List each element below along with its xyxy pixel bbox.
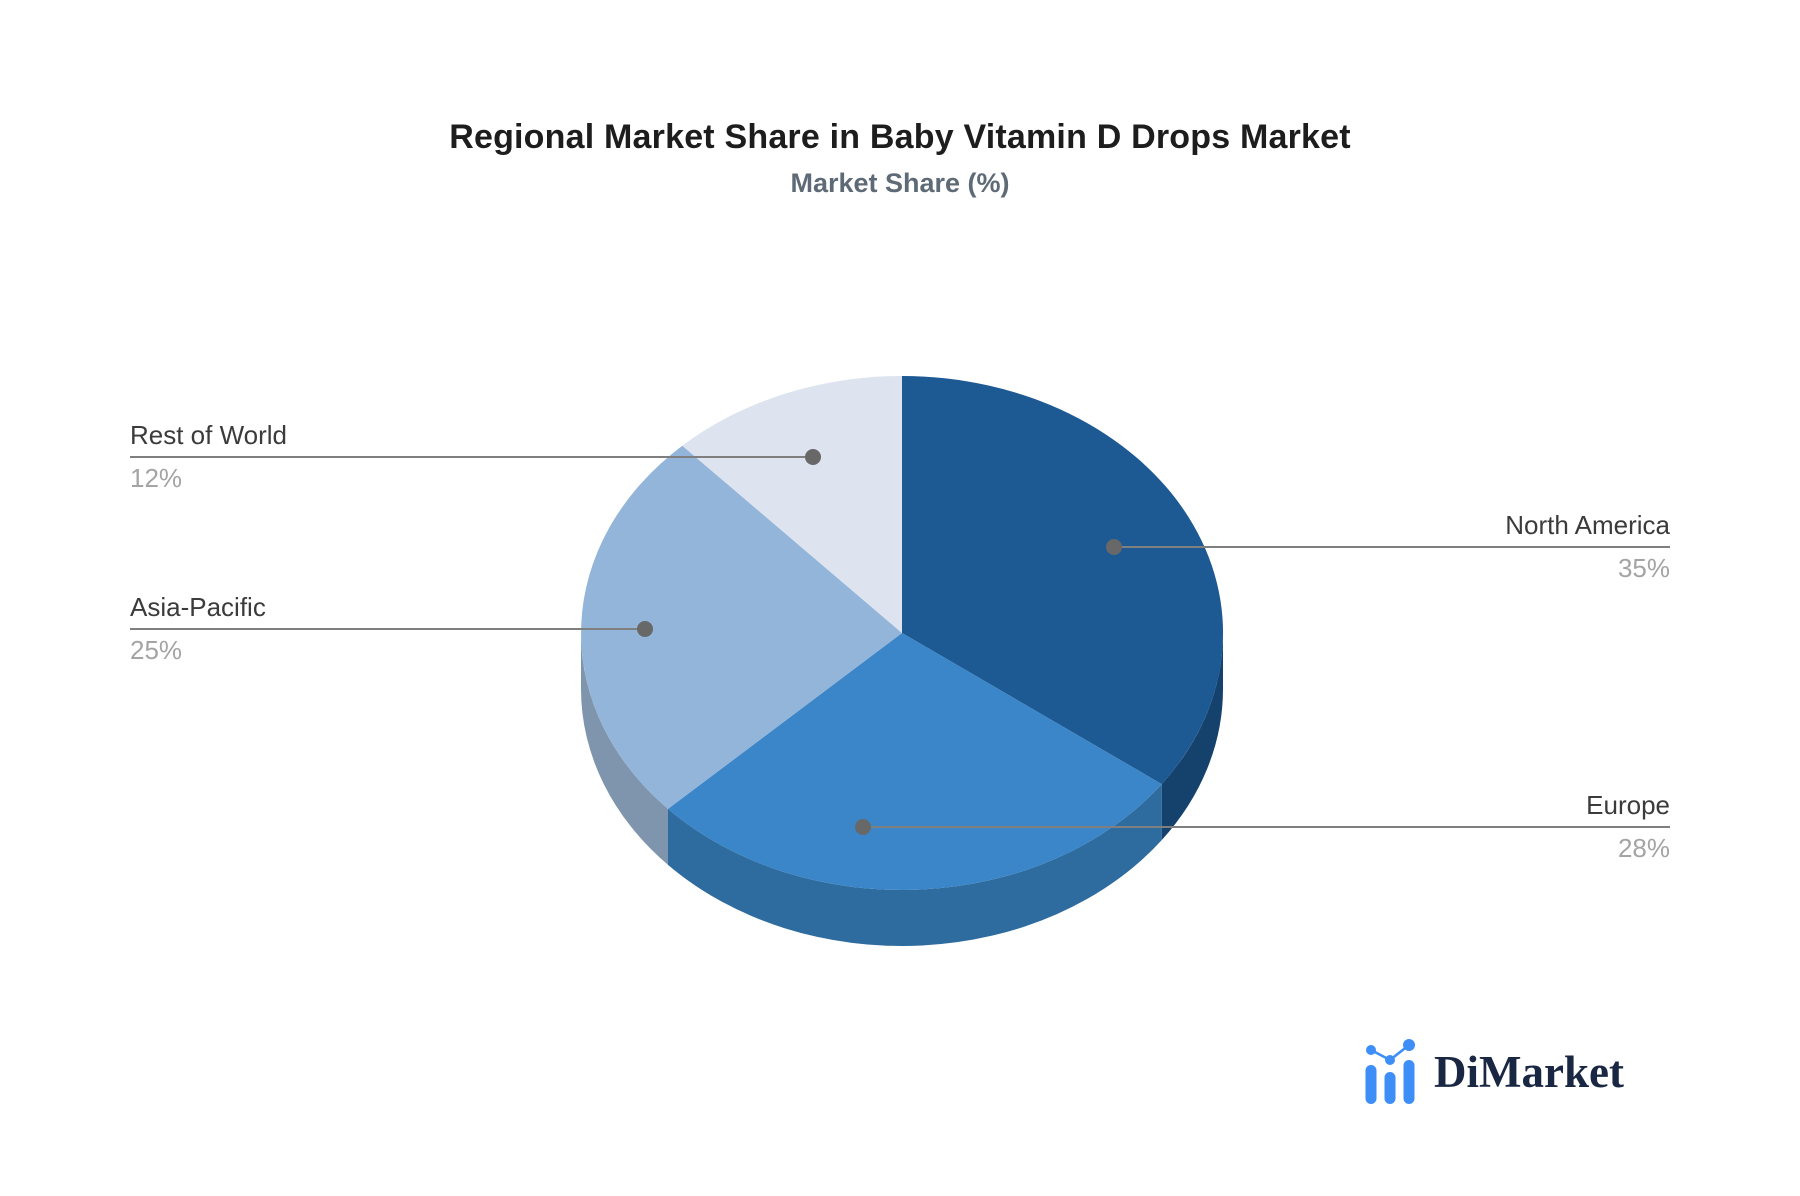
slice-value-north-america: 35% [1617,553,1670,583]
logo-text: DiMarket [1434,1047,1624,1097]
slice-label-asia-pacific: Asia-Pacific [130,592,266,622]
pie-slice-rest-of-world[interactable] [682,376,902,633]
connector-dot-europe [855,819,871,835]
connector-line-asia-pacific [130,628,652,630]
slice-label-europe: Europe [1586,790,1670,820]
slice-value-asia-pacific: 25% [130,635,183,665]
slice-value-europe: 28% [1617,833,1670,863]
connector-dot-north-america [1106,539,1122,555]
connector-dot-rest-of-world [805,449,821,465]
pie-slice-north-america[interactable] [902,376,1224,785]
dimarket-logo: DiMarket [1362,1038,1624,1106]
pie-slice-side-north-america [1161,633,1223,841]
chart-subtitle: Market Share (%) [790,168,1010,198]
connector-line-europe [856,826,1670,828]
bar-line-chart-icon [1365,1039,1415,1104]
connector-dot-asia-pacific [637,621,653,637]
pie-slice-europe[interactable] [668,633,1162,891]
slice-label-rest-of-world: Rest of World [130,420,288,450]
pie-slice-side-asia-pacific [581,633,668,865]
slice-value-rest-of-world: 12% [130,463,183,493]
connector-line-north-america [1107,546,1670,548]
chart-title: Regional Market Share in Baby Vitamin D … [449,118,1351,156]
pie-slice-asia-pacific[interactable] [581,445,902,809]
slice-label-north-america: North America [1505,510,1670,540]
pie-slice-side-europe [668,784,1162,947]
connector-line-rest-of-world [130,456,820,458]
